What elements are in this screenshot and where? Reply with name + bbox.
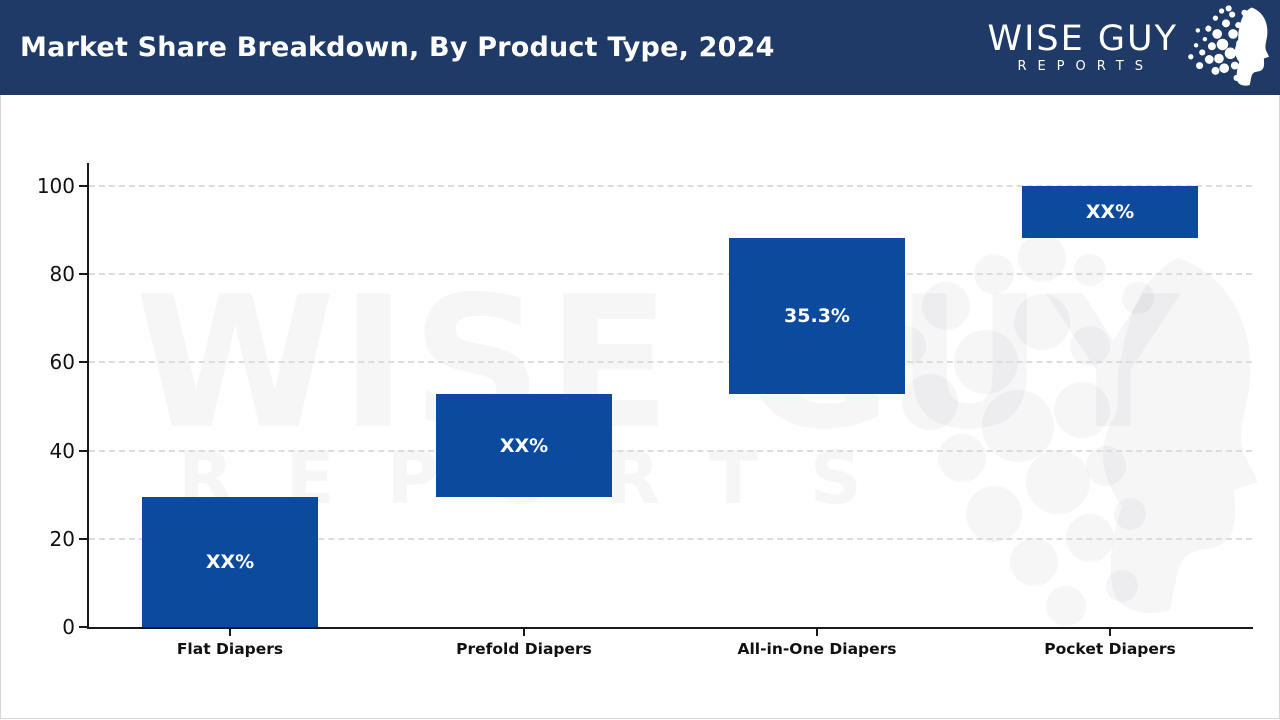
x-tick-mark — [229, 629, 231, 636]
gridline — [89, 185, 1252, 187]
gridline — [89, 449, 1252, 452]
y-tick-mark — [79, 185, 87, 187]
x-tick-label: Flat Diapers — [176, 640, 284, 658]
logo-text: WISE GUY REPORTS — [987, 21, 1178, 74]
y-tick-mark — [79, 273, 87, 276]
gridline — [89, 273, 1252, 276]
x-tick-label: Prefold Diapers — [456, 640, 592, 658]
brand-logo: WISE GUY REPORTS — [987, 0, 1272, 95]
y-tick-mark — [79, 361, 87, 364]
gridline — [89, 361, 1252, 364]
y-tick-label: 80 — [49, 262, 75, 287]
bar-all-in-one-diapers: 35.3% — [729, 238, 905, 394]
bar-value-label: XX% — [1085, 201, 1135, 224]
bar-value-label: XX% — [205, 551, 255, 574]
logo-subtext: REPORTS — [1017, 59, 1155, 74]
y-axis-line — [87, 163, 89, 629]
y-tick-mark — [79, 449, 87, 452]
bar-prefold-diapers: XX% — [436, 393, 612, 498]
y-tick-label: 40 — [49, 438, 75, 463]
page-title: Market Share Breakdown, By Product Type,… — [20, 32, 775, 63]
bar-value-label: 35.3% — [784, 304, 850, 327]
logo-head-icon — [1188, 4, 1270, 86]
gridline — [89, 537, 1252, 540]
x-tick-label: All-in-One Diapers — [737, 640, 897, 658]
watermark-head-icon — [886, 234, 1258, 626]
y-tick-mark — [79, 537, 87, 540]
x-tick-mark — [816, 629, 818, 636]
y-tick-label: 20 — [49, 526, 75, 551]
x-tick-label: Pocket Diapers — [1044, 640, 1176, 658]
x-axis-line — [87, 627, 1253, 629]
x-tick-mark — [1109, 629, 1111, 636]
bar-pocket-diapers: XX% — [1022, 186, 1198, 239]
logo-wordmark: WISE GUY — [987, 19, 1178, 59]
x-tick-mark — [523, 629, 525, 636]
y-tick-label: 100 — [36, 174, 75, 198]
header-bar: Market Share Breakdown, By Product Type,… — [0, 0, 1280, 95]
bar-flat-diapers: XX% — [142, 497, 318, 627]
bar-value-label: XX% — [499, 434, 549, 457]
y-tick-mark — [79, 626, 87, 628]
y-tick-label: 60 — [49, 350, 75, 375]
y-tick-label: 0 — [62, 615, 75, 639]
